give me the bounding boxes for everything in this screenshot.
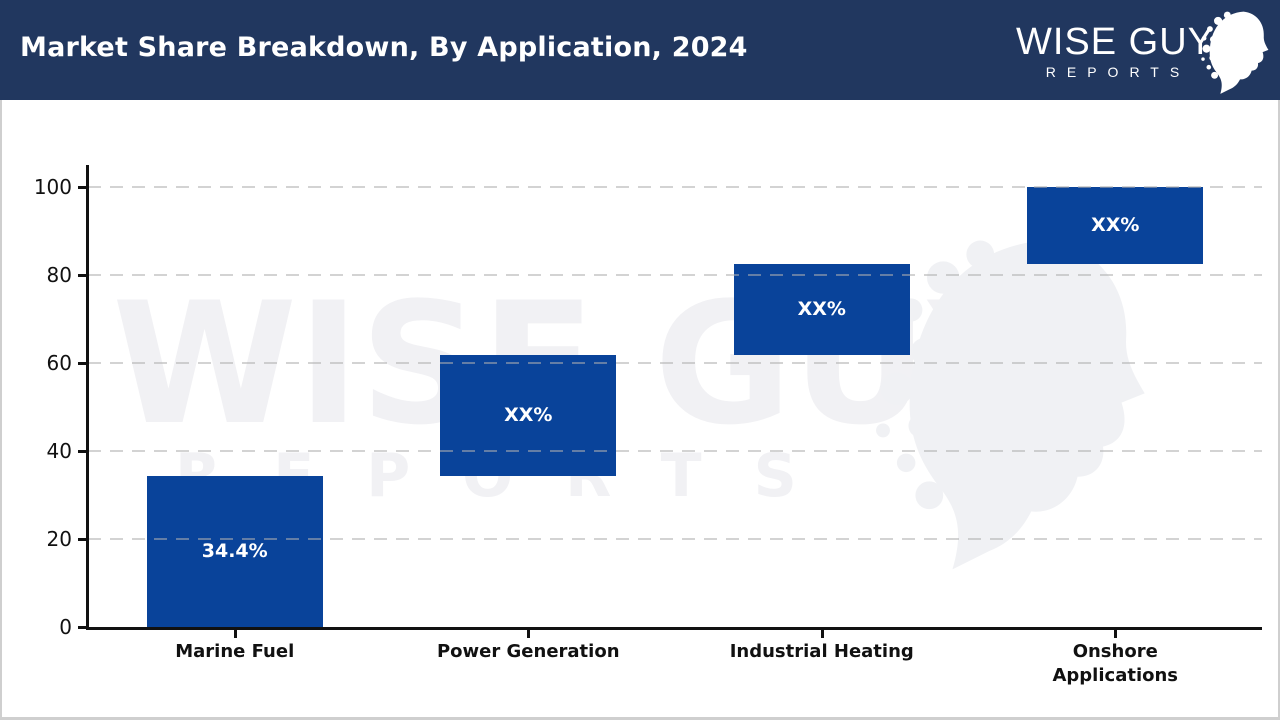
- x-category-label: Marine Fuel: [175, 641, 295, 662]
- logo-head-icon: [1201, 11, 1269, 94]
- grid-line: [88, 362, 1262, 364]
- grid-line: [88, 186, 1262, 188]
- wiseguy-logo: WISE GUY REPORTS: [1016, 6, 1274, 96]
- y-tick-label: 80: [46, 263, 72, 287]
- page-title: Market Share Breakdown, By Application, …: [20, 31, 748, 63]
- bar-value-label: XX%: [504, 404, 553, 427]
- x-category-label: Power Generation: [436, 641, 620, 662]
- x-tick-mark: [1114, 629, 1118, 638]
- y-axis-line: [86, 165, 89, 630]
- x-axis-line: [86, 627, 1262, 630]
- bar-marine-fuel: 34.4%: [146, 475, 323, 627]
- bar-value-label: XX%: [1091, 214, 1140, 237]
- y-tick-mark: [78, 538, 87, 541]
- y-tick-label: 40: [46, 439, 72, 463]
- y-tick-mark: [78, 362, 87, 365]
- y-tick-mark: [78, 186, 87, 189]
- x-tick-mark: [820, 629, 824, 638]
- grid-line: [88, 274, 1262, 276]
- logo-wordmark: WISE GUY: [1015, 20, 1214, 63]
- y-tick-label: 60: [46, 351, 72, 375]
- grid-line: [88, 450, 1262, 452]
- bar-value-label: 34.4%: [201, 540, 268, 563]
- x-tick-mark: [233, 629, 237, 638]
- logo-subtext: REPORTS: [1045, 63, 1191, 80]
- header: Market Share Breakdown, By Application, …: [0, 0, 1280, 100]
- bar-industrial-heating: XX%: [733, 263, 910, 356]
- x-category-label: Onshore Applications: [1052, 641, 1179, 687]
- bar-onshore-applications: XX%: [1027, 187, 1204, 264]
- bar-power-generation: XX%: [440, 355, 617, 476]
- bar-value-label: XX%: [797, 298, 846, 321]
- y-tick-label: 0: [59, 615, 72, 639]
- y-tick-mark: [78, 450, 87, 453]
- x-tick-mark: [527, 629, 531, 638]
- logo-text: WISE GUY REPORTS: [1016, 23, 1214, 80]
- x-category-label: Industrial Heating: [729, 641, 914, 662]
- y-tick-label: 100: [33, 175, 72, 199]
- y-tick-mark: [78, 274, 87, 277]
- grid-line: [88, 538, 1262, 540]
- y-tick-label: 20: [46, 527, 72, 551]
- y-tick-mark: [78, 626, 87, 629]
